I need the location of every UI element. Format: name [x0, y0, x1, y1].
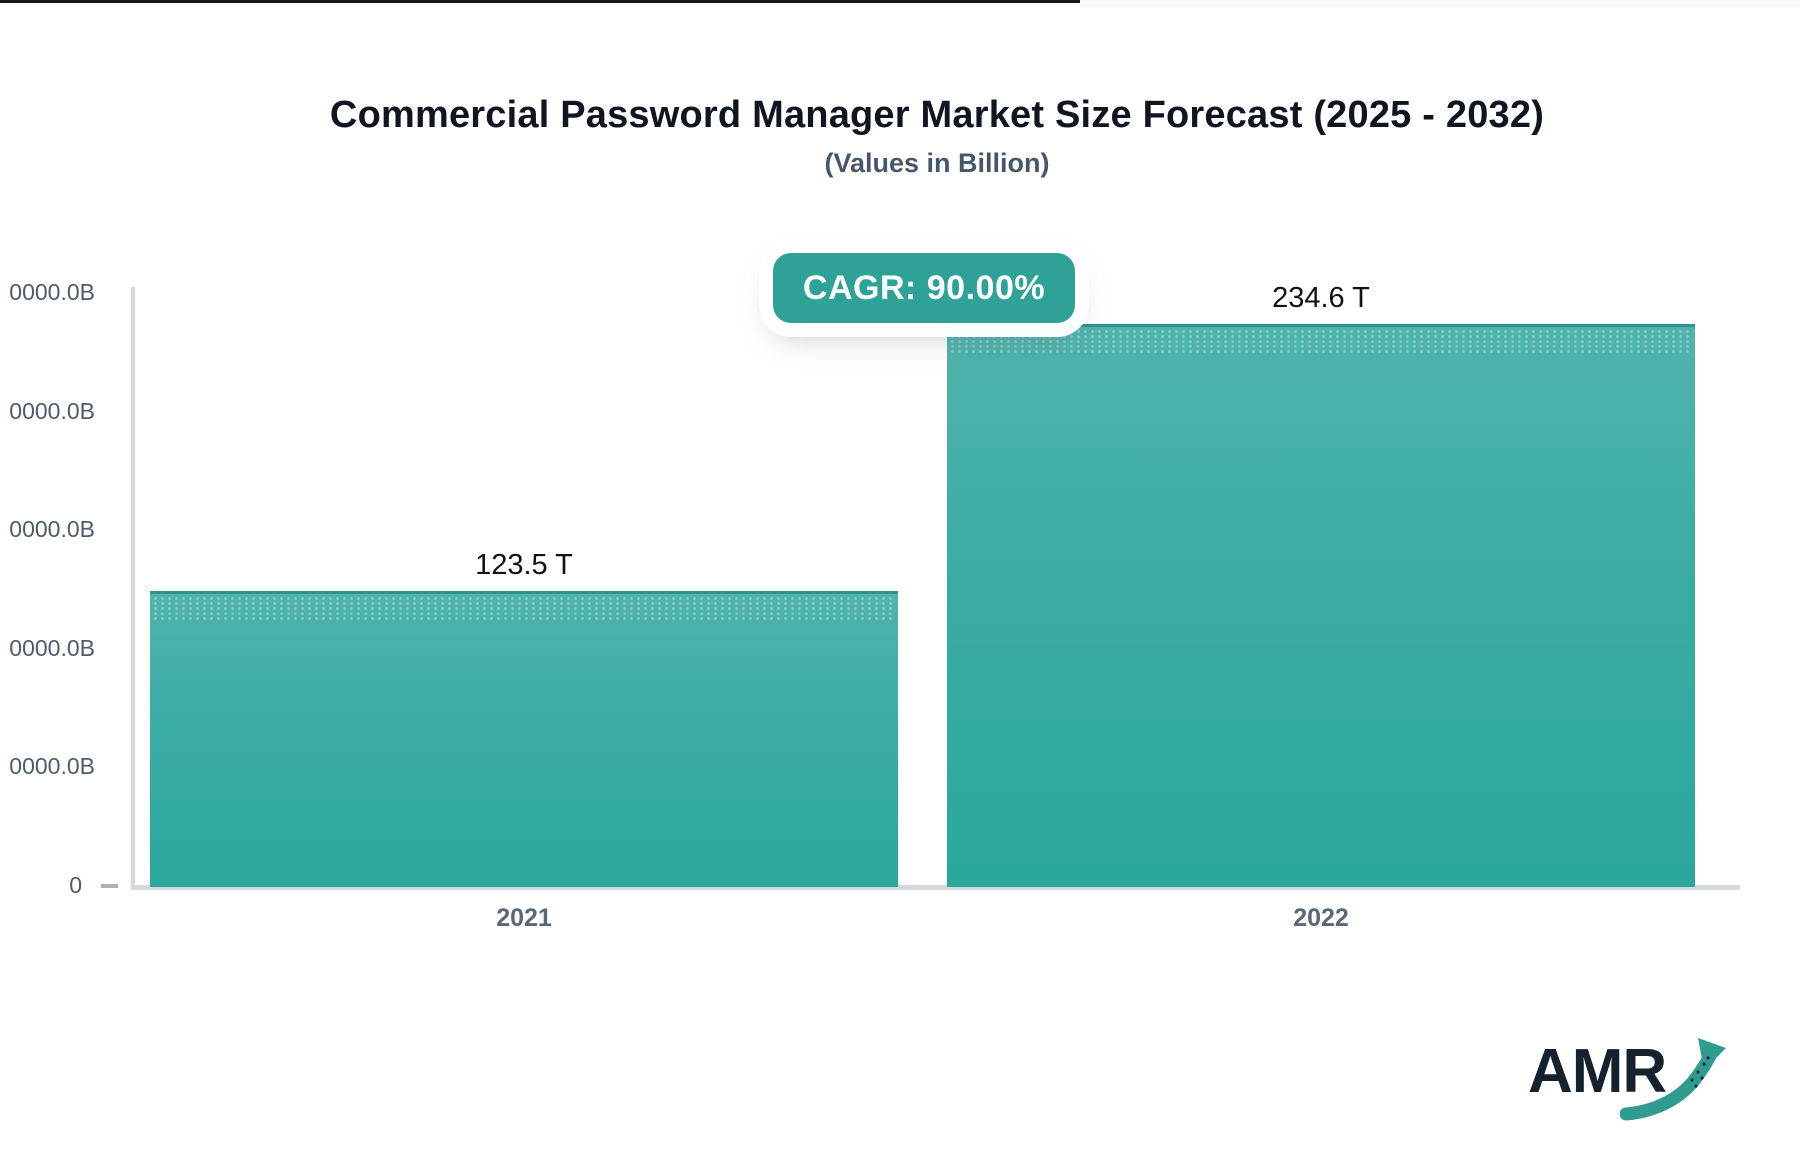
amr-logo-text: AMR: [1528, 1037, 1667, 1106]
y-tick-label: 0000.0B: [9, 397, 95, 424]
amr-logo: AMR: [1528, 1030, 1728, 1121]
x-axis-category-label: 2021: [496, 904, 552, 932]
y-tick-label: 0: [69, 872, 82, 898]
bar-2022: [947, 324, 1695, 887]
x-axis-category-label: 2022: [1293, 904, 1349, 932]
bar-value-label: 234.6 T: [1272, 282, 1370, 314]
chart-title: Commercial Password Manager Market Size …: [329, 94, 1545, 136]
y-tick-label: 0000.0B: [9, 634, 95, 661]
y-tick-label: 0000.0B: [9, 279, 95, 305]
y-axis-line: [131, 287, 135, 888]
y-tick-label: 0000.0B: [9, 516, 95, 543]
page-top-border: [0, 0, 1080, 3]
cagr-badge: CAGR: 90.00%: [773, 253, 1075, 323]
growth-arrow-icon: [1620, 1038, 1726, 1121]
cagr-badge-label: CAGR: 90.00%: [802, 268, 1046, 307]
bar-2021: [150, 591, 898, 887]
bar-value-label: 123.5 T: [475, 549, 573, 581]
x-axis-line: [131, 885, 1740, 890]
bar-texture: [152, 596, 896, 620]
bar-texture: [949, 329, 1693, 353]
page-top-strip: [0, 0, 1800, 7]
chart-subtitle: (Values in Billion): [824, 148, 1050, 178]
zero-tick-mark: [101, 884, 118, 888]
y-tick-label: 0000.0B: [9, 753, 95, 780]
